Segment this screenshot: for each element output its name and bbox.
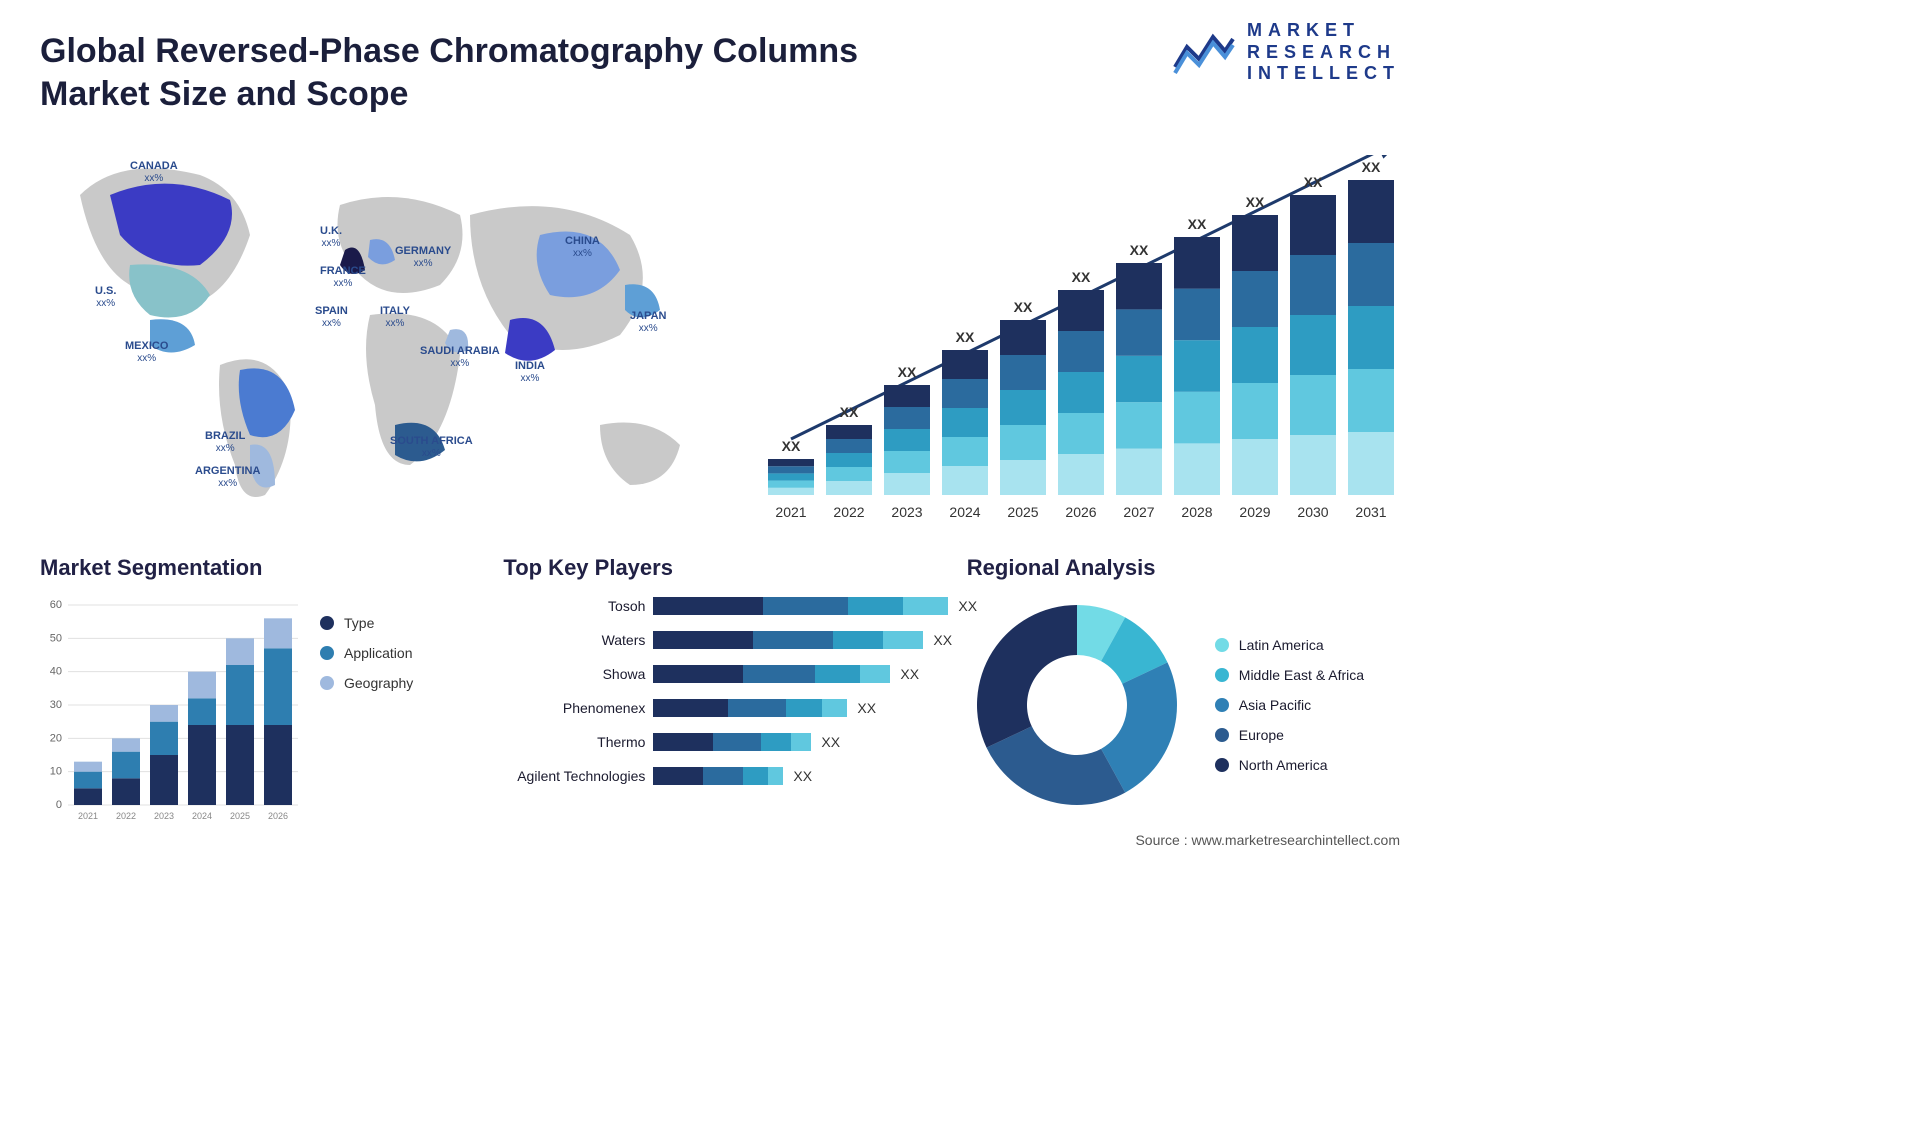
map-label-france: FRANCExx% (320, 265, 366, 289)
map-label-saudiarabia: SAUDI ARABIAxx% (420, 345, 500, 369)
svg-text:XX: XX (1130, 242, 1149, 258)
map-label-uk: U.K.xx% (320, 225, 342, 249)
svg-text:2030: 2030 (1297, 504, 1328, 520)
svg-text:2023: 2023 (891, 504, 922, 520)
svg-text:XX: XX (898, 364, 917, 380)
logo-line3: INTELLECT (1247, 63, 1400, 85)
map-label-southafrica: SOUTH AFRICAxx% (390, 435, 473, 459)
segmentation-legend: Type Application Geography (320, 615, 413, 825)
map-label-canada: CANADAxx% (130, 160, 178, 184)
svg-text:2025: 2025 (1007, 504, 1038, 520)
svg-text:2023: 2023 (154, 811, 174, 821)
logo-line1: MARKET (1247, 20, 1400, 42)
map-label-spain: SPAINxx% (315, 305, 348, 329)
reg-legend-middle-east---africa: Middle East & Africa (1215, 667, 1364, 683)
reg-legend-europe: Europe (1215, 727, 1364, 743)
kp-row-phenomenex: PhenomenexXX (503, 697, 876, 719)
svg-text:XX: XX (1014, 299, 1033, 315)
reg-legend-north-america: North America (1215, 757, 1364, 773)
svg-text:2029: 2029 (1239, 504, 1270, 520)
map-label-us: U.S.xx% (95, 285, 116, 309)
svg-text:50: 50 (50, 632, 62, 644)
seg-legend-type: Type (320, 615, 413, 631)
key-players-title: Top Key Players (503, 555, 926, 581)
map-label-brazil: BRAZILxx% (205, 430, 245, 454)
logo-line2: RESEARCH (1247, 42, 1400, 64)
svg-text:XX: XX (1246, 194, 1265, 210)
map-label-china: CHINAxx% (565, 235, 600, 259)
world-map: CANADAxx% U.S.xx% MEXICOxx% BRAZILxx% ARGENT… (40, 135, 730, 525)
world-map-svg (40, 135, 730, 525)
map-label-japan: JAPANxx% (630, 310, 666, 334)
seg-legend-geography: Geography (320, 675, 413, 691)
page-title: Global Reversed-Phase Chromatography Col… (40, 30, 940, 115)
svg-text:XX: XX (782, 438, 801, 454)
svg-text:0: 0 (56, 799, 62, 811)
svg-text:2031: 2031 (1355, 504, 1386, 520)
svg-text:2022: 2022 (833, 504, 864, 520)
regional-legend: Latin America Middle East & Africa Asia Pa… (1215, 637, 1364, 773)
map-label-mexico: MEXICOxx% (125, 340, 168, 364)
svg-text:2027: 2027 (1123, 504, 1154, 520)
seg-legend-application: Application (320, 645, 413, 661)
kp-row-tosoh: TosohXX (503, 595, 977, 617)
kp-row-thermo: ThermoXX (503, 731, 840, 753)
svg-text:2021: 2021 (78, 811, 98, 821)
growth-chart: XX 2021 XX 2022 XX 2023 XX 2024 XX 2025 XX 2026 XX 20… (760, 155, 1400, 525)
logo-icon (1173, 29, 1235, 75)
segmentation-chart: 0 10 20 30 40 50 60 2021 2022 2023 2024 2025 2026 (40, 595, 300, 825)
svg-text:40: 40 (50, 666, 62, 678)
regional-panel: Regional Analysis Latin America Middle Ea… (967, 555, 1400, 825)
svg-text:2022: 2022 (116, 811, 136, 821)
segmentation-panel: Market Segmentation 0 10 20 30 40 50 60 2021 202… (40, 555, 463, 825)
map-label-india: INDIAxx% (515, 360, 545, 384)
svg-text:XX: XX (1072, 269, 1091, 285)
logo: MARKET RESEARCH INTELLECT (1173, 20, 1400, 85)
svg-text:2028: 2028 (1181, 504, 1212, 520)
map-label-germany: GERMANYxx% (395, 245, 451, 269)
regional-donut (967, 595, 1187, 815)
svg-text:2025: 2025 (230, 811, 250, 821)
map-label-argentina: ARGENTINAxx% (195, 465, 260, 489)
svg-text:2024: 2024 (192, 811, 212, 821)
svg-text:10: 10 (50, 766, 62, 778)
svg-text:2026: 2026 (1065, 504, 1096, 520)
regional-title: Regional Analysis (967, 555, 1400, 581)
segmentation-title: Market Segmentation (40, 555, 463, 581)
svg-text:XX: XX (956, 329, 975, 345)
kp-row-showa: ShowaXX (503, 663, 919, 685)
kp-row-waters: WatersXX (503, 629, 952, 651)
svg-text:XX: XX (1362, 159, 1381, 175)
svg-text:20: 20 (50, 732, 62, 744)
svg-text:XX: XX (840, 404, 859, 420)
reg-legend-asia-pacific: Asia Pacific (1215, 697, 1364, 713)
key-players-panel: Top Key Players TosohXXWatersXXShowaXXPh… (503, 555, 926, 825)
svg-text:XX: XX (1304, 174, 1323, 190)
svg-text:2021: 2021 (775, 504, 806, 520)
kp-row-agilenttechnologies: Agilent TechnologiesXX (503, 765, 812, 787)
svg-text:30: 30 (50, 699, 62, 711)
reg-legend-latin-america: Latin America (1215, 637, 1364, 653)
source-text: Source : www.marketresearchintellect.com (1135, 832, 1400, 848)
map-label-italy: ITALYxx% (380, 305, 410, 329)
key-players-chart: TosohXXWatersXXShowaXXPhenomenexXXThermo… (503, 595, 903, 805)
svg-text:2024: 2024 (949, 504, 980, 520)
svg-text:60: 60 (50, 599, 62, 611)
svg-text:2026: 2026 (268, 811, 288, 821)
svg-text:XX: XX (1188, 216, 1207, 232)
